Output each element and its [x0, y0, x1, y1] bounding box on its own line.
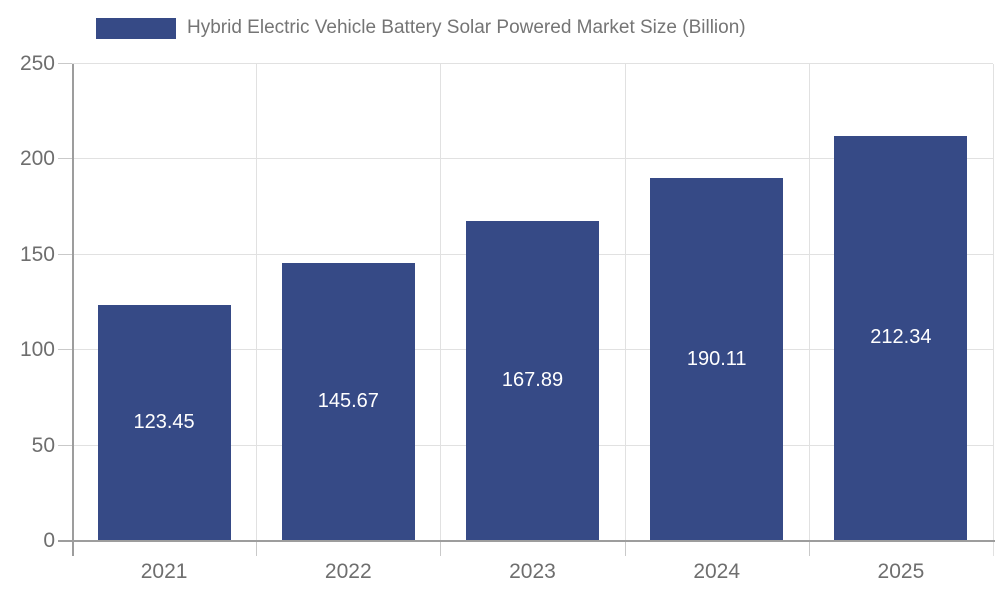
bar: 145.67 [281, 263, 415, 540]
plot-right-border [993, 64, 994, 556]
legend-label: Hybrid Electric Vehicle Battery Solar Po… [187, 17, 746, 38]
x-gridline [808, 64, 810, 541]
bar-value-label: 145.67 [317, 390, 379, 413]
y-tick-label: 100 [19, 338, 55, 362]
legend: Hybrid Electric Vehicle Battery Solar Po… [96, 17, 746, 39]
y-tick [58, 253, 72, 255]
x-tick [808, 542, 810, 556]
x-tick-label: 2021 [140, 560, 188, 583]
y-gridline [72, 63, 993, 64]
x-tick [440, 542, 442, 556]
x-gridline [256, 64, 258, 541]
y-gridline [72, 158, 993, 160]
y-tick [58, 63, 72, 64]
x-tick-label: 2025 [877, 560, 925, 583]
bar-value-label: 167.89 [501, 368, 564, 391]
y-tick-label: 250 [19, 52, 55, 75]
y-tick-label: 50 [31, 433, 55, 457]
bar-value-label: 190.11 [686, 347, 747, 370]
x-gridline [440, 64, 442, 541]
bar: 123.45 [97, 305, 231, 540]
x-tick-label: 2023 [509, 560, 556, 583]
x-tick [624, 542, 626, 556]
y-tick-label: 150 [19, 242, 55, 266]
x-axis-line [58, 540, 995, 542]
bar: 190.11 [650, 178, 784, 540]
bar: 167.89 [466, 220, 599, 540]
bar-value-label: 123.45 [133, 411, 195, 434]
x-gridline [624, 64, 626, 541]
x-tick [256, 542, 258, 556]
x-tick-label: 2024 [693, 560, 741, 583]
bar: 212.34 [834, 135, 968, 540]
x-tick-label: 2022 [324, 560, 372, 583]
y-tick-label: 200 [19, 147, 55, 171]
y-axis-line [72, 64, 74, 556]
y-tick-label: 0 [43, 529, 55, 552]
y-tick [58, 349, 72, 351]
bar-value-label: 212.34 [870, 326, 932, 349]
legend-swatch [96, 17, 176, 39]
y-tick [58, 444, 72, 446]
y-tick [58, 158, 72, 160]
